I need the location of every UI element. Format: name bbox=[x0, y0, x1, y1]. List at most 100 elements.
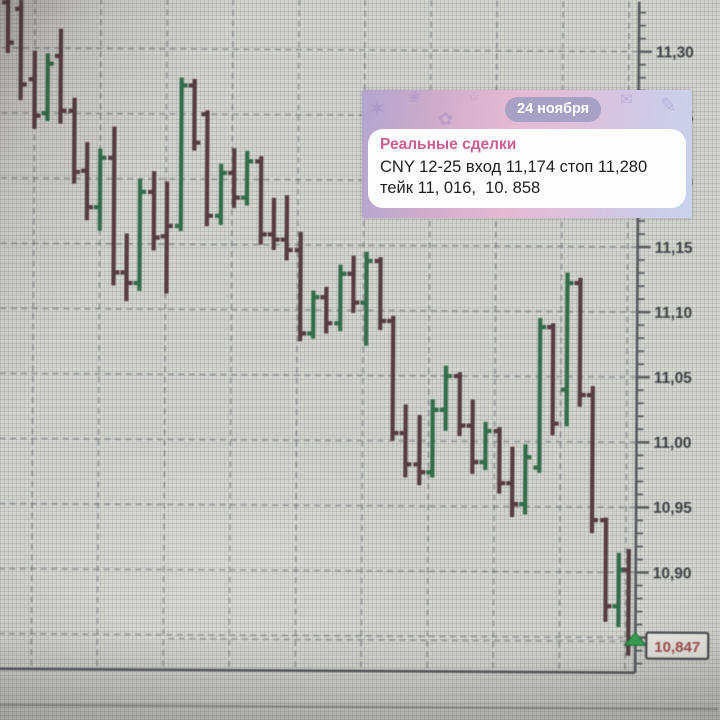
ohlc-bar bbox=[466, 399, 479, 474]
ohlc-bar bbox=[201, 110, 213, 227]
ohlc-bar bbox=[15, 0, 27, 101]
bar-range bbox=[537, 317, 543, 473]
v-gridline bbox=[294, 0, 301, 671]
ohlc-bars bbox=[2, 0, 635, 656]
ohlc-bar bbox=[160, 181, 173, 294]
ohlc-bar bbox=[228, 148, 241, 209]
h-gridline bbox=[1, 46, 639, 53]
ohlc-bar bbox=[574, 277, 586, 407]
price-box bbox=[645, 631, 710, 661]
bar-range bbox=[363, 251, 369, 346]
y-axis-label: 10,90 bbox=[653, 565, 692, 582]
ohlc-bar bbox=[240, 150, 254, 206]
h-gridline bbox=[0, 632, 636, 639]
ohlc-bar bbox=[28, 50, 41, 129]
v-gridline bbox=[96, 0, 103, 670]
doodle-icon: ✉ bbox=[620, 91, 633, 108]
ohlc-bar bbox=[453, 372, 466, 437]
y-axis-label: 11,00 bbox=[653, 435, 691, 452]
bar-range bbox=[390, 315, 396, 441]
bar-range bbox=[577, 277, 583, 407]
bar-range bbox=[589, 386, 595, 534]
h-gridline bbox=[0, 437, 637, 444]
ohlc-bar bbox=[347, 255, 360, 313]
ohlc-bar bbox=[547, 323, 559, 436]
x-axis-line bbox=[0, 667, 636, 674]
current-price-marker: 10,847 bbox=[168, 631, 710, 661]
doodle-icon: ✶ bbox=[368, 96, 387, 121]
ohlc-bar bbox=[2, 0, 14, 54]
ohlc-bar bbox=[586, 386, 599, 534]
ohlc-bar bbox=[533, 317, 547, 473]
ohlc-bar bbox=[360, 251, 373, 346]
ohlc-bar bbox=[188, 78, 201, 151]
channel-title: Реальные сделки bbox=[380, 136, 517, 153]
ohlc-bar bbox=[41, 53, 54, 121]
bar-range bbox=[204, 110, 210, 227]
ohlc-bar bbox=[493, 427, 506, 494]
h-gridline bbox=[0, 567, 636, 574]
h-gridline bbox=[0, 242, 638, 248]
v-gridline bbox=[558, 1, 565, 673]
ohlc-bar bbox=[133, 178, 147, 291]
y-axis-label: 11,15 bbox=[655, 240, 693, 257]
bar-range bbox=[111, 126, 117, 286]
doodle-icon: ✿ bbox=[438, 109, 454, 129]
ohlc-bar bbox=[399, 404, 412, 478]
y-axis-label: 11,05 bbox=[654, 370, 692, 387]
ohlc-bar bbox=[426, 399, 439, 478]
h-gridline bbox=[0, 372, 637, 379]
v-gridline bbox=[426, 0, 433, 672]
ohlc-bar bbox=[294, 231, 307, 342]
h-gridline bbox=[0, 502, 637, 509]
ohlc-bar bbox=[68, 97, 81, 184]
ohlc-bar bbox=[148, 171, 160, 251]
v-gridline bbox=[360, 0, 367, 672]
doodle-icon: ❀ bbox=[408, 90, 421, 106]
v-gridline bbox=[228, 0, 235, 671]
bar-range bbox=[550, 323, 556, 436]
bar-range bbox=[258, 156, 264, 245]
price-arrow-icon bbox=[623, 631, 648, 647]
ohlc-bar bbox=[334, 264, 347, 332]
y-axis-label: 11,30 bbox=[656, 44, 694, 61]
doodle-icon: ✎ bbox=[660, 95, 677, 117]
ohlc-bar bbox=[413, 414, 426, 486]
ohlc-bar bbox=[108, 126, 120, 286]
telegram-message-overlay: ✶ ❀ ✿ ☆ ✉ ✎ 24 ноября Реальные сделки CNY 12-… bbox=[362, 90, 692, 218]
bar-range bbox=[564, 272, 570, 427]
trade-details-line-2: тейк 11, 016, 10. 858 bbox=[380, 178, 541, 197]
ohlc-bar bbox=[81, 142, 93, 221]
bar-range bbox=[626, 549, 631, 656]
h-gridline bbox=[0, 307, 638, 313]
ohlc-bar bbox=[612, 552, 625, 628]
v-gridline bbox=[624, 1, 631, 673]
doodle-icon: ☆ bbox=[468, 90, 480, 104]
message-bubble: Реальные сделки CNY 12-25 вход 11,174 ст… bbox=[368, 129, 686, 208]
current-price-label: 10,847 bbox=[654, 639, 700, 656]
ohlc-bar bbox=[479, 421, 492, 470]
v-gridline bbox=[162, 0, 169, 670]
ohlc-bar bbox=[519, 444, 532, 515]
ohlc-bar bbox=[439, 365, 452, 431]
bar-range bbox=[58, 28, 64, 124]
date-badge: 24 ноября bbox=[505, 97, 602, 122]
ohlc-bar bbox=[320, 286, 333, 334]
ohlc-bar bbox=[255, 156, 267, 245]
screen-bezel-line bbox=[0, 703, 718, 711]
bar-range bbox=[137, 178, 143, 291]
v-gridline bbox=[492, 0, 499, 672]
ohlc-bar bbox=[267, 197, 280, 250]
ohlc-bar bbox=[560, 272, 574, 427]
ohlc-bar bbox=[54, 28, 67, 124]
ohlc-bar bbox=[214, 163, 228, 225]
ohlc-bar bbox=[93, 148, 107, 231]
ohlc-bar bbox=[506, 446, 519, 518]
bar-range bbox=[97, 148, 103, 231]
price-dash-line bbox=[168, 637, 636, 643]
ohlc-bar bbox=[374, 257, 387, 331]
ohlc-bar bbox=[174, 77, 188, 232]
v-gridline bbox=[30, 0, 37, 670]
y-axis-label: 10,95 bbox=[653, 500, 692, 517]
